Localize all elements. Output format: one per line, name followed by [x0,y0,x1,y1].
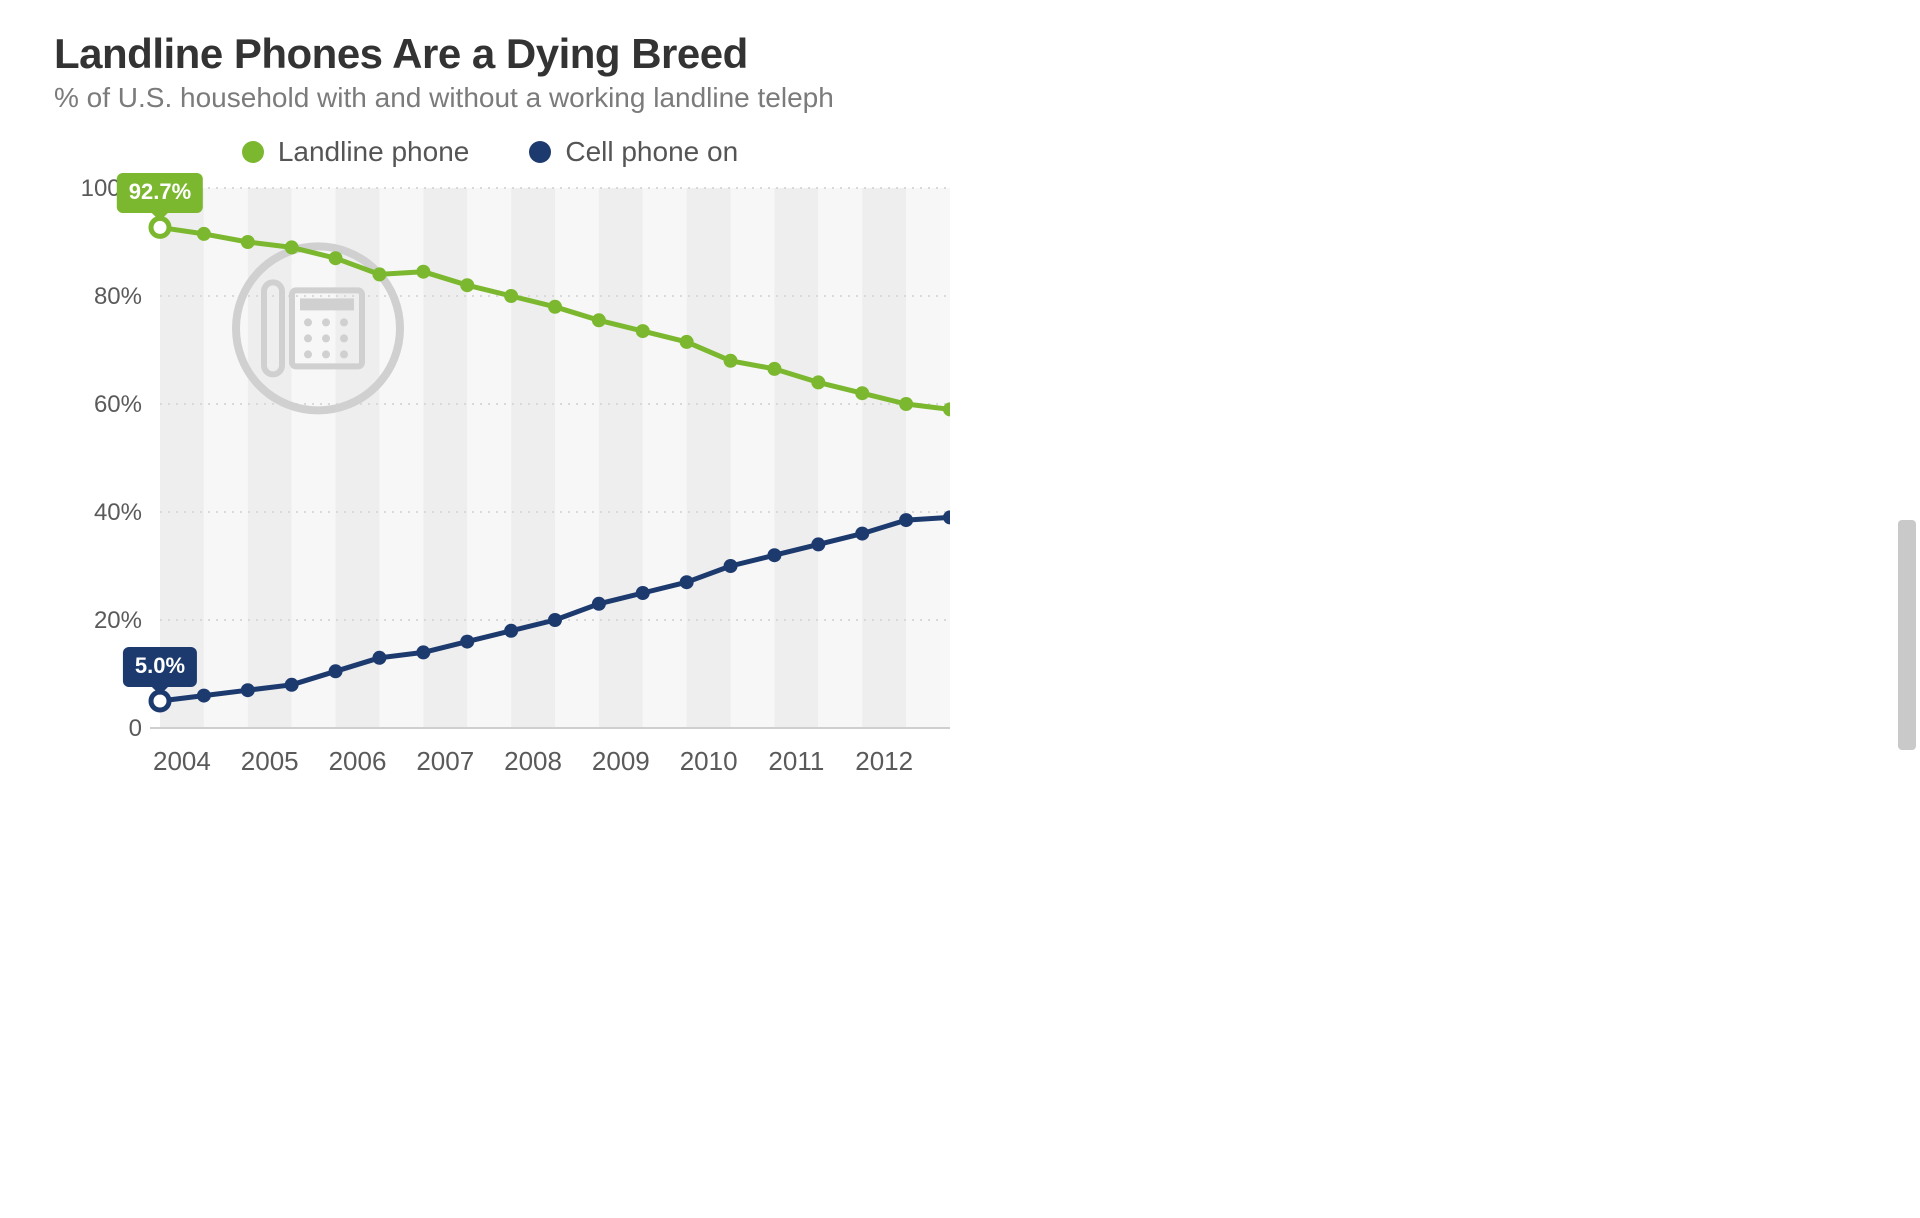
legend-item-cellonly: Cell phone on [529,136,738,168]
svg-text:2009: 2009 [592,746,650,776]
svg-text:0: 0 [129,715,142,742]
svg-text:2011: 2011 [768,746,824,776]
chart-legend: Landline phone Cell phone on [30,136,950,168]
svg-text:20%: 20% [94,607,142,634]
svg-text:2008: 2008 [504,746,562,776]
legend-dot-cellonly [529,141,551,163]
legend-label-landline: Landline phone [278,136,470,168]
chart-svg: 020%40%60%80%100%20042005200620072008200… [30,168,950,788]
svg-text:40%: 40% [94,499,142,526]
legend-dot-landline [242,141,264,163]
svg-text:80%: 80% [94,283,142,310]
svg-text:2012: 2012 [855,746,913,776]
svg-text:2006: 2006 [329,746,387,776]
callout-text-cellonly: 5.0% [135,653,185,678]
chart-title: Landline Phones Are a Dying Breed [54,30,950,78]
chart-plot: 020%40%60%80%100%20042005200620072008200… [30,168,950,788]
vertical-scrollbar-thumb[interactable] [1898,520,1916,750]
callout-cellonly: 5.0% [123,647,197,687]
legend-item-landline: Landline phone [242,136,470,168]
svg-text:60%: 60% [94,391,142,418]
svg-text:2007: 2007 [416,746,474,776]
callout-text-landline: 92.7% [129,179,191,204]
chart-subtitle: % of U.S. household with and without a w… [54,82,950,114]
legend-label-cellonly: Cell phone on [565,136,738,168]
svg-text:2010: 2010 [680,746,738,776]
chart-container: Landline Phones Are a Dying Breed % of U… [30,10,950,850]
svg-text:2004: 2004 [153,746,211,776]
callout-landline: 92.7% [117,173,203,213]
svg-text:2005: 2005 [241,746,299,776]
